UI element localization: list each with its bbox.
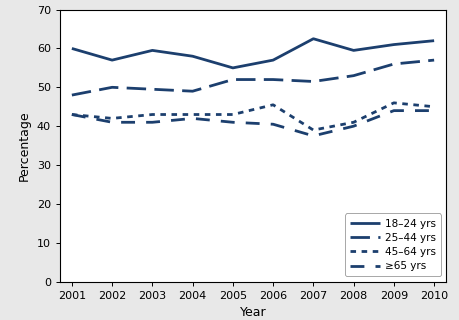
18–24 yrs [310, 37, 315, 41]
45–64 yrs [431, 105, 436, 109]
≥65 yrs [350, 124, 356, 128]
18–24 yrs [390, 43, 396, 46]
45–64 yrs [350, 120, 356, 124]
45–64 yrs [109, 116, 115, 120]
X-axis label: Year: Year [239, 306, 266, 319]
≥65 yrs [390, 109, 396, 113]
Y-axis label: Percentage: Percentage [18, 110, 31, 181]
Line: 25–44 yrs: 25–44 yrs [72, 60, 433, 95]
≥65 yrs [190, 116, 195, 120]
≥65 yrs [69, 113, 74, 116]
Legend: 18–24 yrs, 25–44 yrs, 45–64 yrs, ≥65 yrs: 18–24 yrs, 25–44 yrs, 45–64 yrs, ≥65 yrs [344, 213, 440, 276]
45–64 yrs [230, 113, 235, 116]
≥65 yrs [270, 122, 275, 126]
25–44 yrs [69, 93, 74, 97]
25–44 yrs [270, 78, 275, 82]
≥65 yrs [109, 120, 115, 124]
18–24 yrs [431, 39, 436, 43]
45–64 yrs [149, 113, 155, 116]
25–44 yrs [190, 89, 195, 93]
25–44 yrs [431, 58, 436, 62]
25–44 yrs [310, 80, 315, 84]
18–24 yrs [270, 58, 275, 62]
18–24 yrs [109, 58, 115, 62]
25–44 yrs [230, 78, 235, 82]
18–24 yrs [190, 54, 195, 58]
≥65 yrs [431, 109, 436, 113]
Line: 18–24 yrs: 18–24 yrs [72, 39, 433, 68]
25–44 yrs [350, 74, 356, 77]
45–64 yrs [69, 113, 74, 116]
≥65 yrs [310, 134, 315, 138]
45–64 yrs [270, 103, 275, 107]
≥65 yrs [230, 120, 235, 124]
18–24 yrs [69, 46, 74, 50]
≥65 yrs [149, 120, 155, 124]
25–44 yrs [149, 87, 155, 91]
25–44 yrs [109, 85, 115, 89]
45–64 yrs [310, 128, 315, 132]
Line: 45–64 yrs: 45–64 yrs [72, 103, 433, 130]
18–24 yrs [149, 49, 155, 52]
18–24 yrs [350, 49, 356, 52]
45–64 yrs [390, 101, 396, 105]
18–24 yrs [230, 66, 235, 70]
25–44 yrs [390, 62, 396, 66]
45–64 yrs [190, 113, 195, 116]
Line: ≥65 yrs: ≥65 yrs [72, 111, 433, 136]
